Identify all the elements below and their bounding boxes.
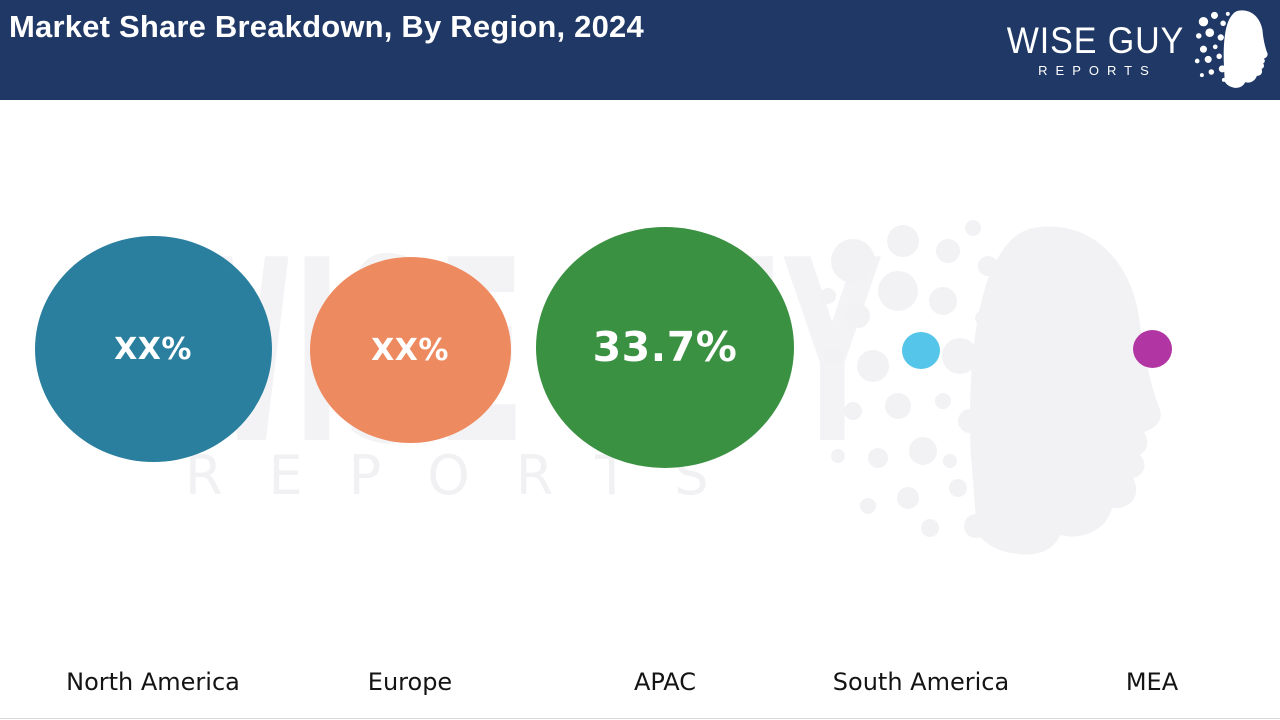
page-title: Market Share Breakdown, By Region, 2024 [9,9,644,44]
logo-wordmark: WISE GUY [1006,20,1185,62]
bubble-europe: XX% [309,257,511,443]
bubble-mea [1132,330,1172,368]
bubble-north-america: XX% [34,236,272,462]
bubble-south-america [902,331,940,369]
bubble-value-europe: XX% [371,332,449,368]
wiseguy-head-icon [1194,10,1268,88]
brand-logo: WISE GUY REPORTS [999,4,1272,96]
bubble-apac: 33.7% [536,226,794,468]
bubble-value-north-america: XX% [114,331,192,367]
bubble-value-apac: 33.7% [592,323,738,371]
brand-logo-text: WISE GUY REPORTS [999,20,1192,78]
header-bar: Market Share Breakdown, By Region, 2024 … [0,0,1280,100]
bottom-divider [0,718,1280,719]
category-label-apac: APAC [633,668,697,696]
category-label-mea: MEA [1125,668,1179,696]
category-label-north-america: North America [66,668,240,696]
watermark-head-icon [820,220,1161,555]
category-label-europe: Europe [367,668,453,696]
category-label-south-america: South America [832,668,1010,696]
logo-subtitle: REPORTS [1038,62,1157,78]
